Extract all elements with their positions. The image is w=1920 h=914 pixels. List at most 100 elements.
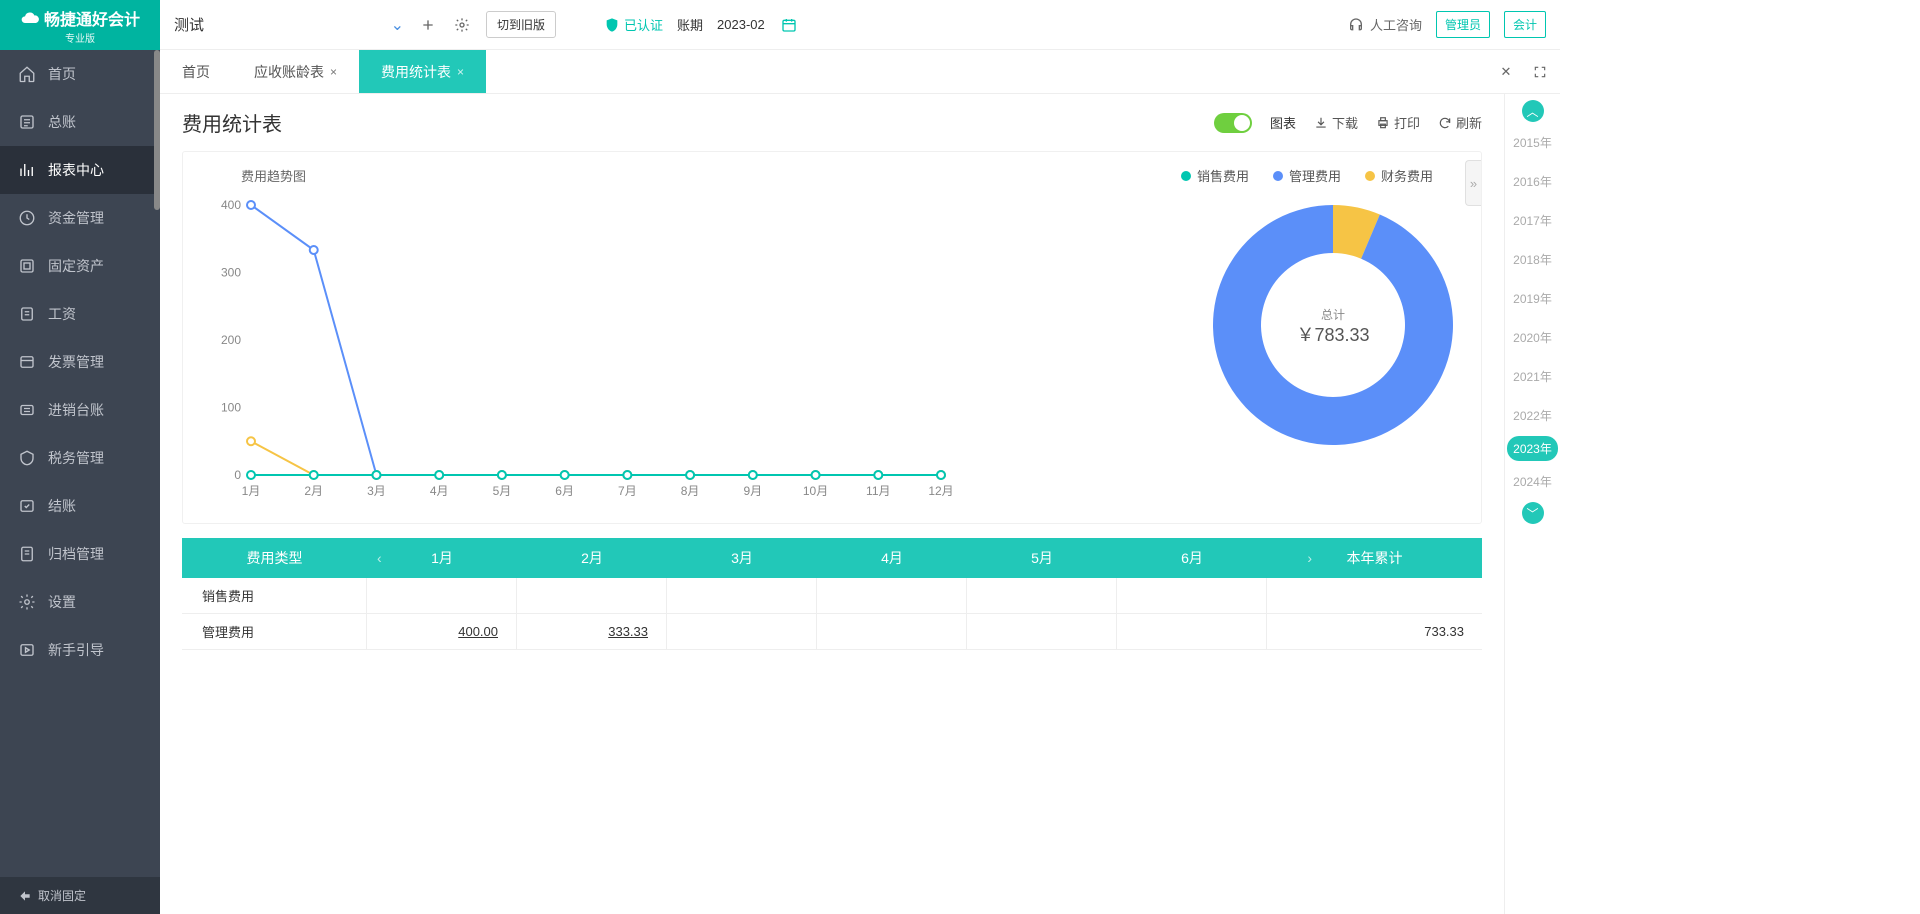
sidebar-item-0[interactable]: 首页 [0, 50, 160, 98]
nav-icon [18, 353, 36, 371]
nav-icon [18, 641, 36, 659]
nav-label: 工资 [48, 304, 76, 324]
legend-label: 管理费用 [1289, 166, 1341, 185]
nav-icon [18, 401, 36, 419]
sidebar-item-11[interactable]: 设置 [0, 578, 160, 626]
table-prev-icon[interactable]: ‹ [377, 550, 382, 566]
tab-2[interactable]: 费用统计表× [359, 50, 486, 93]
nav-label: 税务管理 [48, 448, 104, 468]
sidebar-item-7[interactable]: 进销台账 [0, 386, 160, 434]
nav-icon [18, 545, 36, 563]
chart-toggle-label: 图表 [1270, 113, 1296, 132]
close-tab-icon[interactable]: ✕ [1496, 62, 1516, 82]
year-item[interactable]: 2018年 [1509, 241, 1556, 278]
nav-icon [18, 593, 36, 611]
sidebar-item-9[interactable]: 结账 [0, 482, 160, 530]
brand-logo: 畅捷通好会计 专业版 [0, 0, 160, 50]
sidebar-footer-pin[interactable]: 取消固定 [0, 877, 160, 914]
consult-button[interactable]: 人工咨询 [1348, 15, 1422, 34]
sidebar-item-1[interactable]: 总账 [0, 98, 160, 146]
year-item[interactable]: 2021年 [1509, 358, 1556, 395]
svg-text:400: 400 [221, 198, 241, 212]
download-button[interactable]: 下载 [1314, 113, 1358, 132]
nav-icon [18, 497, 36, 515]
nav-label: 报表中心 [48, 160, 104, 180]
year-item[interactable]: 2024年 [1509, 463, 1556, 500]
calendar-icon[interactable] [779, 15, 799, 35]
table-row: 管理费用400.00333.33 733.33 [182, 614, 1482, 650]
tab-1[interactable]: 应收账龄表 × [232, 50, 359, 93]
sidebar-item-2[interactable]: 报表中心 [0, 146, 160, 194]
nav-icon [18, 257, 36, 275]
svg-text:5月: 5月 [493, 484, 512, 498]
role-accountant-button[interactable]: 会计 [1504, 11, 1546, 38]
refresh-icon [1438, 116, 1452, 130]
table-header: 费用类型‹1月2月3月4月5月6月›本年累计 [182, 538, 1482, 578]
table-next-icon[interactable]: › [1307, 550, 1312, 566]
nav-label: 固定资产 [48, 256, 104, 276]
company-selector[interactable]: 测试 ⌄ [174, 14, 404, 35]
th-type: 费用类型 [182, 548, 367, 568]
topbar: 测试 ⌄ 切到旧版 已认证 账期 2023-02 人工咨询 管理员 会计 [160, 0, 1560, 50]
expand-handle[interactable]: » [1465, 160, 1481, 206]
sidebar-footer-label: 取消固定 [38, 887, 86, 904]
nav-label: 资金管理 [48, 208, 104, 228]
year-item[interactable]: 2017年 [1509, 202, 1556, 239]
legend-label: 销售费用 [1197, 166, 1249, 185]
nav-icon [18, 209, 36, 227]
tab-label: 首页 [182, 62, 210, 82]
year-down-button[interactable]: ﹀ [1522, 502, 1544, 524]
chart-toggle[interactable] [1214, 113, 1252, 133]
year-item[interactable]: 2020年 [1509, 319, 1556, 356]
td-cell [817, 578, 967, 613]
legend-dot [1181, 171, 1191, 181]
gear-icon[interactable] [452, 15, 472, 35]
svg-text:7月: 7月 [618, 484, 637, 498]
line-chart: 01002003004001月2月3月4月5月6月7月8月9月10月11月12月 [201, 195, 961, 515]
tab-close-icon[interactable]: × [330, 65, 337, 79]
sidebar-item-10[interactable]: 归档管理 [0, 530, 160, 578]
svg-text:1月: 1月 [242, 484, 261, 498]
legend-item[interactable]: 销售费用 [1181, 166, 1249, 185]
year-item[interactable]: 2023年 [1507, 436, 1558, 461]
td-cell[interactable]: 333.33 [517, 614, 667, 649]
refresh-button[interactable]: 刷新 [1438, 113, 1482, 132]
period-label: 账期 [677, 15, 703, 34]
switch-old-button[interactable]: 切到旧版 [486, 11, 556, 38]
year-item[interactable]: 2022年 [1509, 397, 1556, 434]
print-button[interactable]: 打印 [1376, 113, 1420, 132]
nav-label: 设置 [48, 592, 76, 612]
report-title: 费用统计表 [182, 108, 1196, 137]
sidebar-item-4[interactable]: 固定资产 [0, 242, 160, 290]
sidebar-item-8[interactable]: 税务管理 [0, 434, 160, 482]
year-up-button[interactable]: ︿ [1522, 100, 1544, 122]
svg-text:12月: 12月 [928, 484, 953, 498]
role-admin-button[interactable]: 管理员 [1436, 11, 1490, 38]
td-type: 管理费用 [182, 614, 367, 649]
sidebar-item-3[interactable]: 资金管理 [0, 194, 160, 242]
year-item[interactable]: 2015年 [1509, 124, 1556, 161]
nav-label: 新手引导 [48, 640, 104, 660]
nav-label: 进销台账 [48, 400, 104, 420]
nav-label: 总账 [48, 112, 76, 132]
tab-0[interactable]: 首页 [160, 50, 232, 93]
fullscreen-icon[interactable] [1530, 62, 1550, 82]
chevron-down-icon: ⌄ [391, 15, 404, 35]
td-cell[interactable]: 400.00 [367, 614, 517, 649]
sidebar-item-6[interactable]: 发票管理 [0, 338, 160, 386]
year-item[interactable]: 2019年 [1509, 280, 1556, 317]
tab-close-icon[interactable]: × [457, 65, 464, 79]
cloud-icon [20, 8, 40, 28]
legend-item[interactable]: 管理费用 [1273, 166, 1341, 185]
td-total: 733.33 [1267, 624, 1482, 639]
svg-text:8月: 8月 [681, 484, 700, 498]
legend-item[interactable]: 财务费用 [1365, 166, 1433, 185]
add-icon[interactable] [418, 15, 438, 35]
year-item[interactable]: 2016年 [1509, 163, 1556, 200]
td-cell [967, 614, 1117, 649]
sidebar-item-12[interactable]: 新手引导 [0, 626, 160, 674]
period-value[interactable]: 2023-02 [717, 17, 765, 32]
sidebar-item-5[interactable]: 工资 [0, 290, 160, 338]
svg-text:2月: 2月 [304, 484, 323, 498]
tab-label: 应收账龄表 [254, 62, 324, 82]
